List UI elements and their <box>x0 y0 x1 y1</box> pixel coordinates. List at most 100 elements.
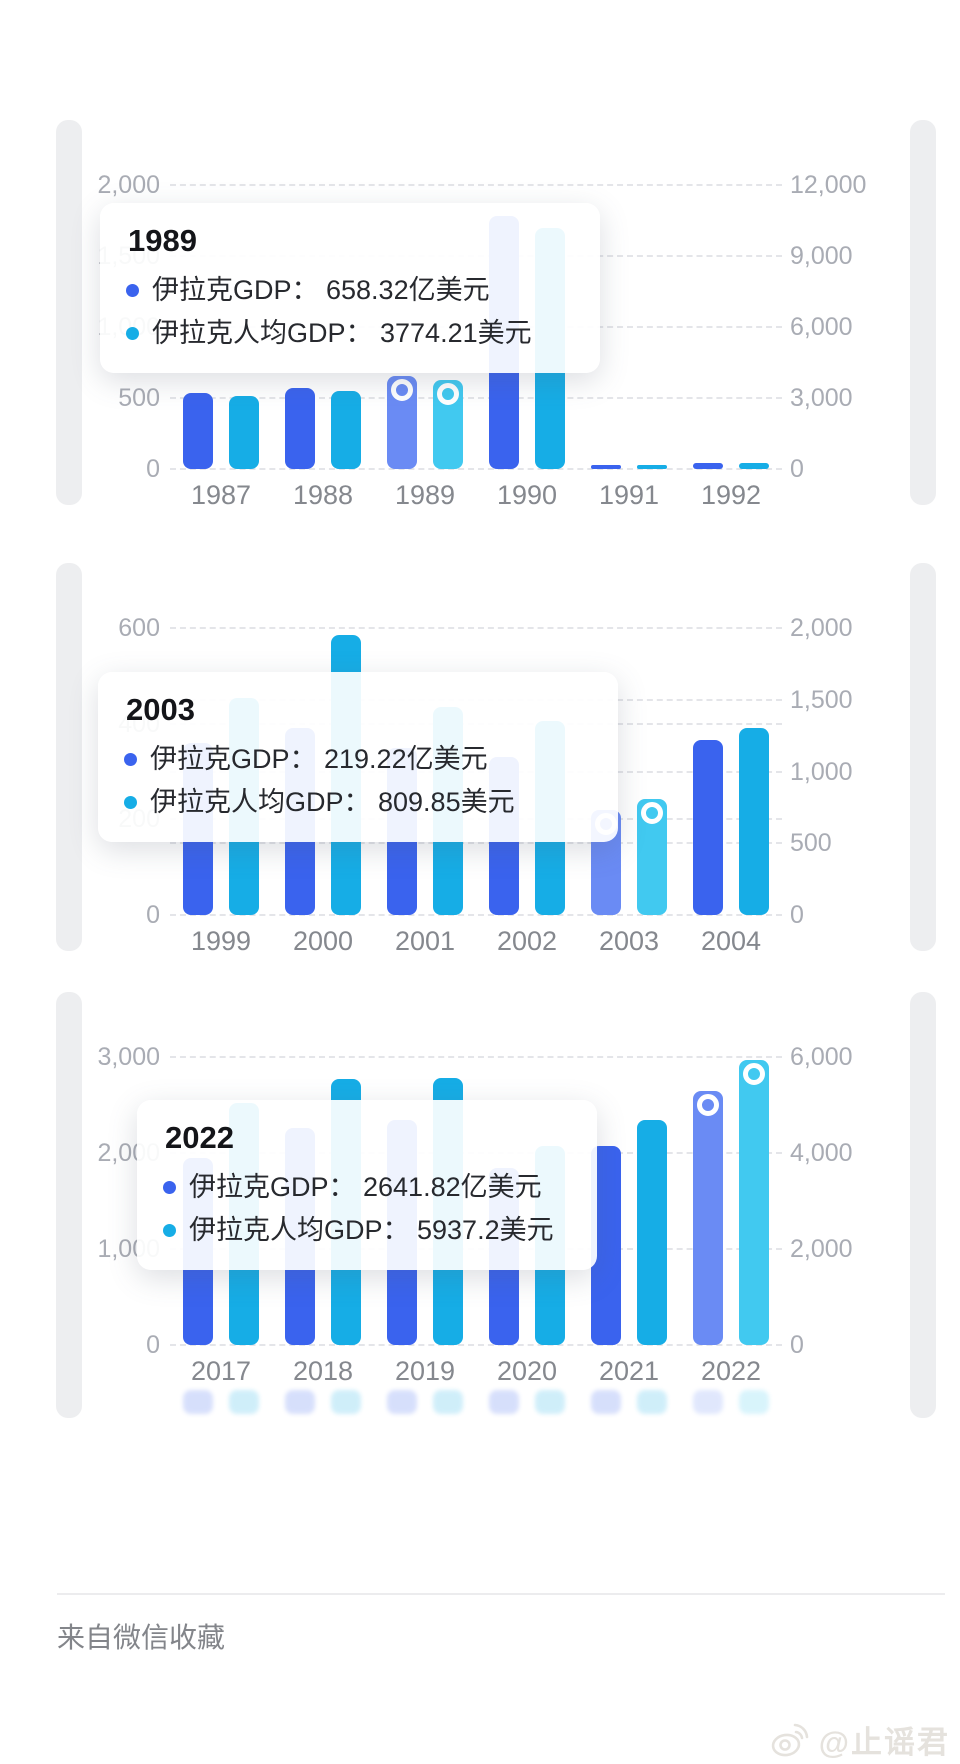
year-label-1987: 1987 <box>190 480 252 510</box>
right-axis-tick: 2,000 <box>790 614 853 642</box>
year-label-2002: 2002 <box>496 926 558 956</box>
year-label-2001: 2001 <box>394 926 456 956</box>
right-axis-tick: 0 <box>790 1331 804 1359</box>
right-axis-tick: 12,000 <box>790 171 867 199</box>
tooltip-row: 伊拉克人均GDP： 5937.2美元 <box>163 1209 571 1252</box>
source-caption: 来自微信收藏 <box>57 1622 226 1653</box>
tooltip-row: 伊拉克人均GDP： 809.85美元 <box>124 781 592 824</box>
bar-iraq-gdp-1987[interactable] <box>183 393 213 469</box>
tooltip-row-text: 伊拉克GDP： 2641.82亿美元 <box>189 1172 542 1202</box>
highlight-marker-icon <box>743 1063 765 1085</box>
year-label-1999: 1999 <box>190 926 252 956</box>
year-label-2000: 2000 <box>292 926 354 956</box>
per-capita-series-dot-icon <box>163 1224 176 1237</box>
right-axis-tick: 0 <box>790 901 804 929</box>
grid-line <box>170 468 782 470</box>
reflection-bar <box>591 1390 621 1414</box>
reflection-bar <box>693 1390 723 1414</box>
tooltip-2003: 2003 伊拉克GDP： 219.22亿美元 伊拉克人均GDP： 809.85美元 <box>98 672 618 842</box>
bar-iraq-gdp-2004[interactable] <box>693 740 723 915</box>
left-axis-tick: 0 <box>146 455 160 483</box>
left-axis-tick: 600 <box>118 614 160 642</box>
weibo-handle: @止谣君 <box>818 1724 950 1760</box>
reflection-bar <box>331 1390 361 1414</box>
highlight-marker-icon <box>437 382 459 405</box>
reflection-bar <box>229 1390 259 1414</box>
reflection-bar <box>535 1390 565 1414</box>
year-label-2022: 2022 <box>700 1356 762 1386</box>
divider <box>57 1593 945 1595</box>
bar-iraq-gdp-per-capita-2004[interactable] <box>739 728 769 915</box>
grid-line <box>170 1344 782 1346</box>
reflection-bar <box>387 1390 417 1414</box>
year-label-1991: 1991 <box>598 480 660 510</box>
per-capita-series-dot-icon <box>126 327 139 340</box>
bar-iraq-gdp-1992[interactable] <box>693 463 723 469</box>
grid-line <box>170 627 782 629</box>
tooltip-row: 伊拉克GDP： 2641.82亿美元 <box>163 1166 571 1209</box>
year-label-2017: 2017 <box>190 1356 252 1386</box>
year-label-2003: 2003 <box>598 926 660 956</box>
year-label-2021: 2021 <box>598 1356 660 1386</box>
tooltip-title: 2022 <box>165 1120 234 1155</box>
bar-iraq-gdp-per-capita-1988[interactable] <box>331 390 361 469</box>
right-axis-tick: 500 <box>790 829 832 858</box>
tooltip-title: 1989 <box>128 223 197 258</box>
right-axis-tick: 6,000 <box>790 313 853 341</box>
reflection-bar <box>489 1390 519 1414</box>
gdp-series-dot-icon <box>124 753 137 766</box>
right-axis-tick: 6,000 <box>790 1043 853 1071</box>
gdp-series-dot-icon <box>126 284 139 297</box>
grid-line <box>170 397 782 399</box>
bar-iraq-gdp-per-capita-2021[interactable] <box>637 1119 667 1345</box>
reflection-bar <box>637 1390 667 1414</box>
right-axis-tick: 9,000 <box>790 242 853 270</box>
right-axis-tick: 1,500 <box>790 685 853 714</box>
highlight-marker-icon <box>641 801 663 824</box>
reflection-bar <box>433 1390 463 1414</box>
tooltip-2022: 2022 伊拉克GDP： 2641.82亿美元 伊拉克人均GDP： 5937.2美元 <box>137 1100 597 1270</box>
tooltip-row: 伊拉克GDP： 658.32亿美元 <box>126 269 574 312</box>
weibo-logo-icon <box>771 1723 809 1757</box>
peek-strip-left <box>56 992 82 1418</box>
right-axis-tick: 3,000 <box>790 384 853 412</box>
year-label-1990: 1990 <box>496 480 558 510</box>
year-label-2018: 2018 <box>292 1356 354 1386</box>
bar-iraq-gdp-per-capita-1992[interactable] <box>739 463 769 469</box>
tooltip-row-text: 伊拉克人均GDP： 3774.21美元 <box>152 318 532 348</box>
right-axis-tick: 1,000 <box>790 757 853 786</box>
peek-strip-right <box>910 563 936 951</box>
reflection-bar <box>183 1390 213 1414</box>
year-label-2004: 2004 <box>700 926 762 956</box>
tooltip-row: 伊拉克GDP： 219.22亿美元 <box>124 738 592 781</box>
left-axis-tick: 500 <box>118 384 160 412</box>
reflection-bar <box>739 1390 769 1414</box>
gdp-series-dot-icon <box>163 1181 176 1194</box>
bar-iraq-gdp-1988[interactable] <box>285 388 315 469</box>
tooltip-title: 2003 <box>126 692 195 727</box>
tooltip-row-text: 伊拉克人均GDP： 5937.2美元 <box>189 1215 554 1245</box>
right-axis-tick: 4,000 <box>790 1139 853 1167</box>
left-axis-tick: 3,000 <box>97 1043 160 1071</box>
bar-iraq-gdp-2022[interactable] <box>693 1091 723 1345</box>
peek-strip-left <box>56 563 82 951</box>
bar-iraq-gdp-1991[interactable] <box>591 465 621 470</box>
grid-line <box>170 842 782 844</box>
bar-iraq-gdp-per-capita-1991[interactable] <box>637 464 667 469</box>
tooltip-row-text: 伊拉克人均GDP： 809.85美元 <box>150 787 515 817</box>
tooltip-row-text: 伊拉克GDP： 219.22亿美元 <box>150 744 488 774</box>
year-label-2019: 2019 <box>394 1356 456 1386</box>
bar-iraq-gdp-per-capita-2022[interactable] <box>739 1060 769 1345</box>
peek-strip-right <box>910 120 936 505</box>
left-axis-tick: 0 <box>146 1331 160 1359</box>
peek-strip-right <box>910 992 936 1418</box>
tooltip-1989: 1989 伊拉克GDP： 658.32亿美元伊拉克人均GDP： 3774.21美元 <box>100 203 600 373</box>
grid-line <box>170 1056 782 1058</box>
bar-iraq-gdp-per-capita-1987[interactable] <box>229 395 259 469</box>
year-label-1992: 1992 <box>700 480 762 510</box>
left-axis-tick: 2,000 <box>97 171 160 199</box>
tooltip-row-text: 伊拉克GDP： 658.32亿美元 <box>152 275 490 305</box>
tooltip-row: 伊拉克人均GDP： 3774.21美元 <box>126 312 574 355</box>
year-label-2020: 2020 <box>496 1356 558 1386</box>
